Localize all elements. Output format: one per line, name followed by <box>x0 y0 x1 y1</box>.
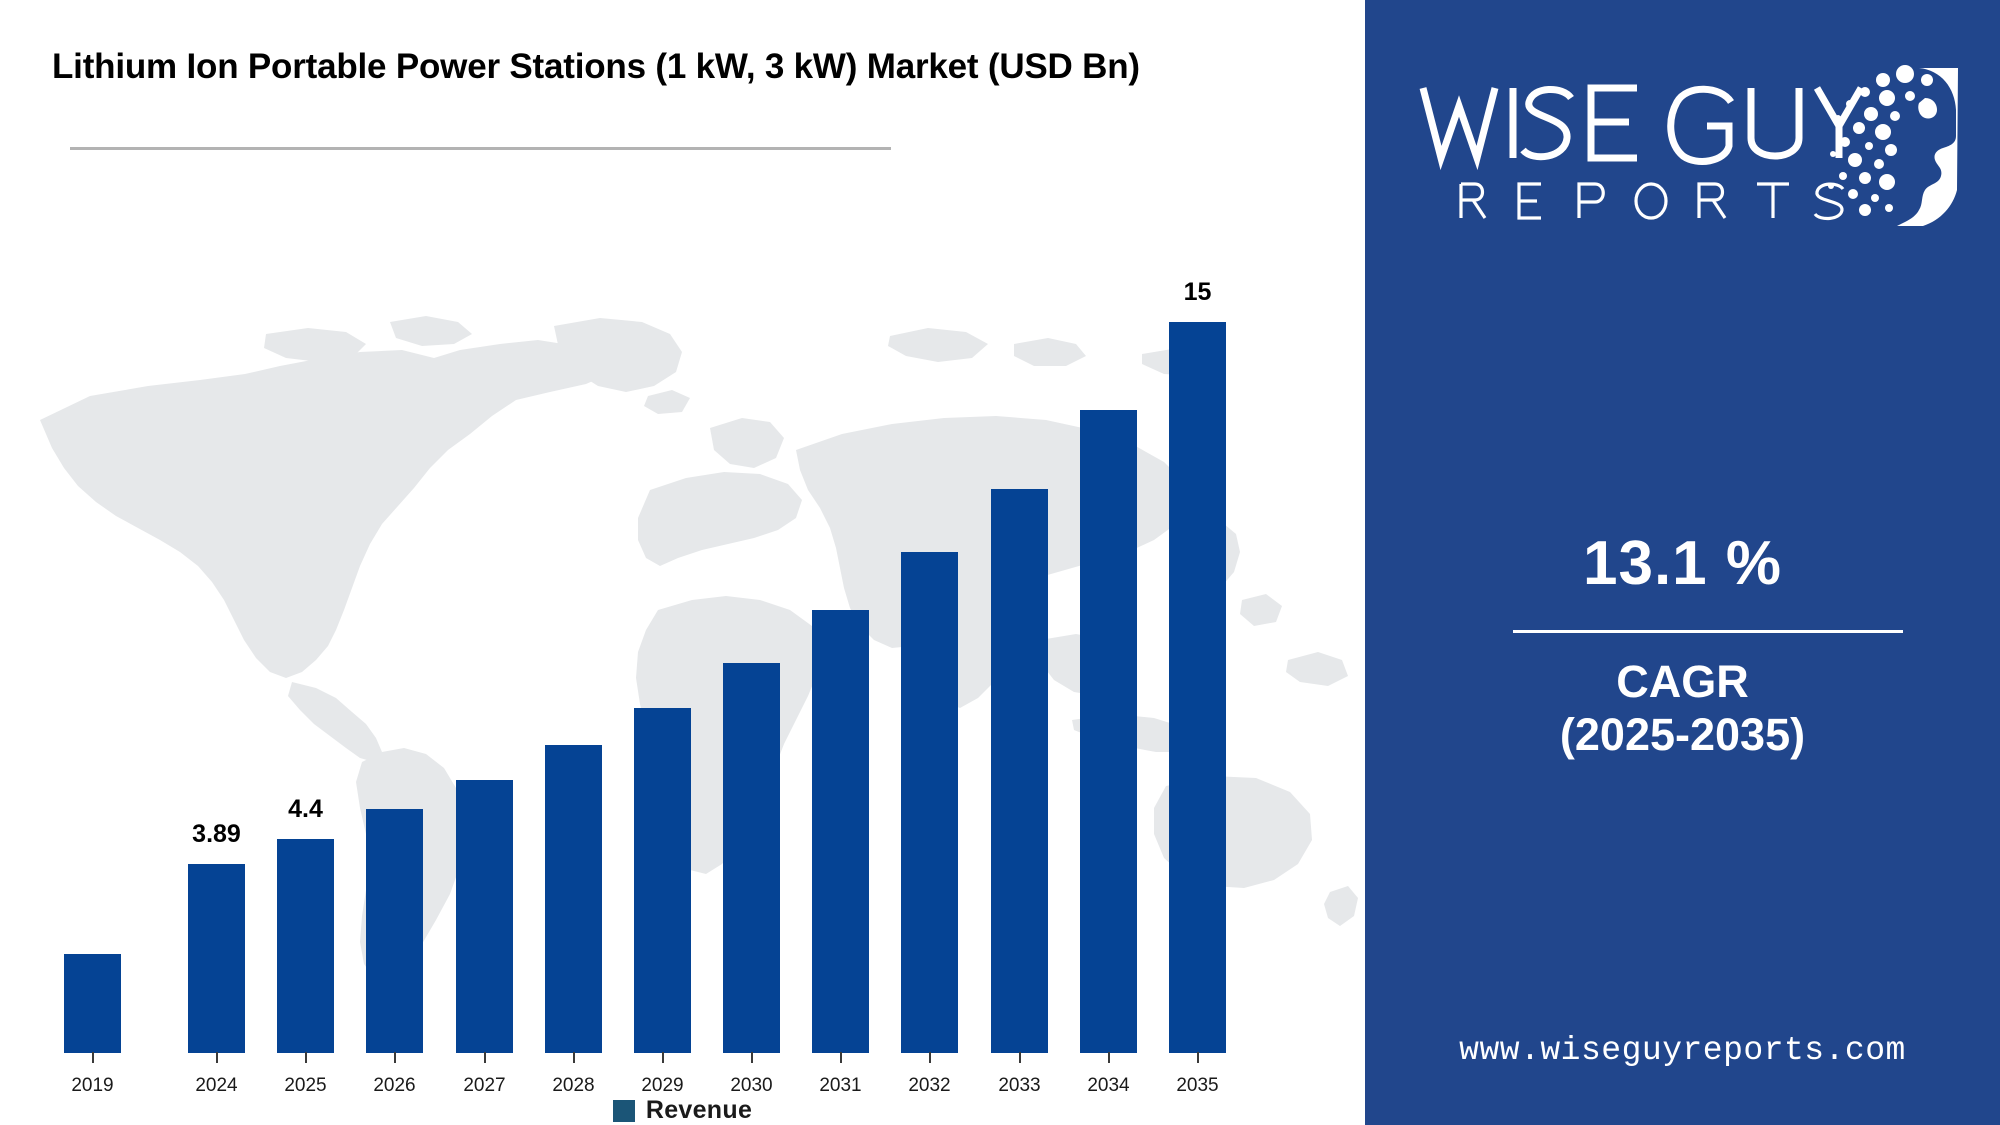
legend-label-revenue: Revenue <box>645 1096 753 1124</box>
bar-2028[interactable] <box>545 745 602 1053</box>
bar-2024[interactable] <box>188 864 245 1053</box>
bar-2029[interactable] <box>634 708 691 1053</box>
cagr-label-text: CAGR <box>1616 656 1749 707</box>
bar-2035[interactable] <box>1169 322 1226 1053</box>
bar-2026[interactable] <box>366 809 423 1053</box>
bar-2034[interactable] <box>1080 410 1137 1053</box>
x-tick-2034 <box>1107 1052 1110 1063</box>
cagr-label: CAGR (2025-2035) <box>1365 655 2000 761</box>
bar-2032[interactable] <box>901 552 958 1053</box>
x-tick-2033 <box>1018 1052 1021 1063</box>
bar-value-2024: 3.89 <box>192 820 241 848</box>
bar-value-2025: 4.4 <box>288 795 323 823</box>
legend-swatch-revenue <box>612 1099 635 1122</box>
x-label-2028: 2028 <box>552 1075 595 1096</box>
wiseguyreports-logo <box>1413 58 1958 233</box>
bar-2027[interactable] <box>456 780 513 1053</box>
x-tick-2026 <box>393 1052 396 1063</box>
plot-area: 2019 3.89 2024 4.4 2025 2026 2027 2028 <box>64 278 1226 1096</box>
bar-value-2035: 15 <box>1183 278 1212 306</box>
cagr-value: 13.1 % <box>1582 529 1783 598</box>
x-label-2027: 2027 <box>463 1075 506 1096</box>
x-tick-2025 <box>304 1052 307 1063</box>
x-label-2024: 2024 <box>195 1075 238 1096</box>
x-tick-2030 <box>750 1052 753 1063</box>
x-label-2030: 2030 <box>730 1075 773 1096</box>
x-label-2025: 2025 <box>284 1075 327 1096</box>
bar-2019[interactable] <box>64 954 121 1053</box>
brand-panel: 13.1 % CAGR (2025-2035) www.wiseguyrepor… <box>1365 0 2000 1125</box>
website-url[interactable]: www.wiseguyreports.com <box>1459 1032 1906 1069</box>
x-tick-2032 <box>928 1052 931 1063</box>
x-tick-2035 <box>1196 1052 1199 1063</box>
page-title: Lithium Ion Portable Power Stations (1 k… <box>52 47 1140 86</box>
x-tick-2031 <box>839 1052 842 1063</box>
cagr-period-text: (2025-2035) <box>1559 709 1806 761</box>
x-tick-2028 <box>572 1052 575 1063</box>
chart-legend: Revenue <box>0 1096 1365 1125</box>
bar-2030[interactable] <box>723 663 780 1053</box>
bar-2025[interactable] <box>277 839 334 1053</box>
x-label-2032: 2032 <box>908 1075 951 1096</box>
x-label-2033: 2033 <box>998 1075 1041 1096</box>
x-label-2026: 2026 <box>373 1075 416 1096</box>
x-tick-2024 <box>215 1052 218 1063</box>
bar-2033[interactable] <box>991 489 1048 1053</box>
x-tick-2027 <box>483 1052 486 1063</box>
x-label-2035: 2035 <box>1176 1075 1219 1096</box>
x-label-2034: 2034 <box>1087 1075 1130 1096</box>
x-label-2031: 2031 <box>819 1075 862 1096</box>
title-divider <box>70 147 891 150</box>
chart-panel: Lithium Ion Portable Power Stations (1 k… <box>0 47 1365 1125</box>
x-label-2019: 2019 <box>71 1075 114 1096</box>
x-tick-2019 <box>91 1052 94 1063</box>
bar-2031[interactable] <box>812 610 869 1053</box>
x-label-2029: 2029 <box>641 1075 684 1096</box>
cagr-divider <box>1513 630 1903 633</box>
x-tick-2029 <box>661 1052 664 1063</box>
